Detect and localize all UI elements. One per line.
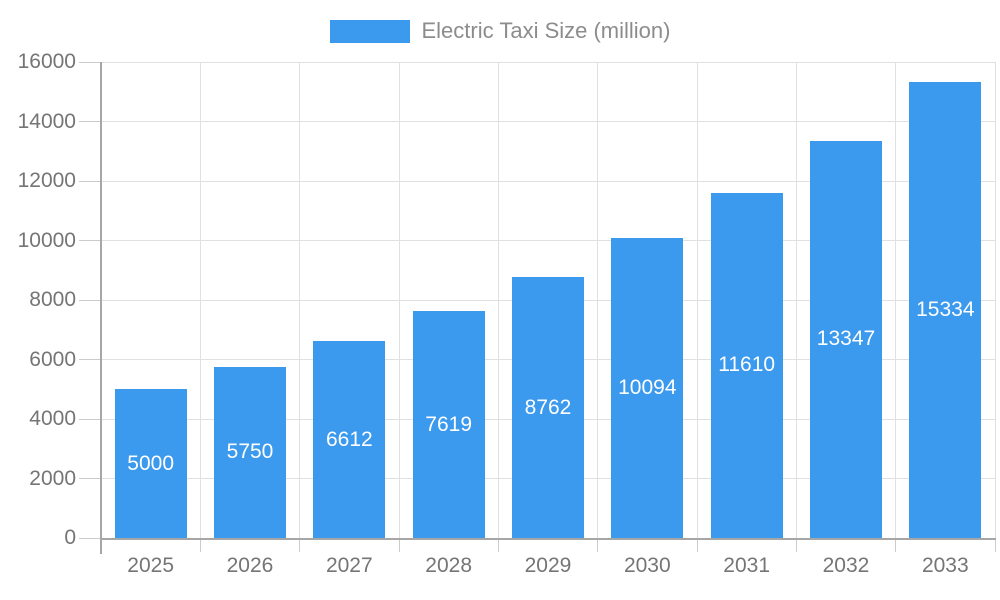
x-tick-label: 2030 — [623, 554, 671, 577]
bar[interactable]: 11610 — [710, 192, 783, 538]
bar-value-label: 11610 — [718, 353, 776, 377]
y-tick-label: 8000 — [29, 288, 76, 311]
gridline-horizontal — [101, 180, 995, 182]
bar[interactable]: 5000 — [114, 389, 187, 538]
x-tick-label: 2025 — [127, 554, 175, 577]
gridline-horizontal — [101, 61, 995, 63]
x-axis-tick — [299, 538, 301, 552]
bar-value-label: 8762 — [524, 395, 572, 419]
x-axis-tick — [795, 538, 797, 552]
y-tick-label: 10000 — [17, 228, 76, 252]
bar[interactable]: 6612 — [313, 341, 386, 538]
x-tick-label: 2032 — [822, 554, 870, 577]
gridline-vertical — [895, 62, 897, 538]
y-axis-tick — [79, 61, 101, 63]
bar[interactable]: 10094 — [611, 237, 684, 538]
bar-value-label: 10094 — [618, 375, 677, 399]
x-tick-label: 2027 — [325, 554, 373, 577]
y-axis-tick — [79, 537, 101, 539]
y-tick-label: 14000 — [17, 109, 76, 133]
y-axis-tick — [79, 180, 101, 182]
y-tick-label: 0 — [64, 526, 76, 549]
x-axis-tick — [398, 538, 400, 552]
bar-value-label: 6612 — [325, 427, 373, 451]
gridline-vertical — [299, 62, 301, 538]
y-axis-tick — [79, 418, 101, 420]
x-tick-label: 2028 — [425, 554, 473, 577]
bar[interactable]: 5750 — [214, 366, 286, 538]
y-axis-tick — [79, 359, 101, 360]
x-axis-tick — [199, 538, 201, 552]
y-tick-label: 16000 — [17, 50, 76, 73]
y-axis-tick — [79, 121, 101, 122]
y-axis-line — [100, 62, 102, 554]
x-tick-label: 2033 — [921, 554, 969, 577]
gridline-vertical — [199, 62, 201, 538]
x-tick-label: 2026 — [226, 554, 274, 577]
x-axis-tick — [696, 538, 698, 552]
y-axis-tick — [79, 299, 101, 301]
y-tick-label: 2000 — [29, 466, 76, 490]
bar-value-label: 5000 — [127, 451, 175, 475]
gridline-vertical — [994, 62, 996, 538]
x-axis-line — [100, 538, 996, 540]
gridline-vertical — [497, 62, 499, 538]
x-tick-label: 2029 — [524, 554, 572, 577]
x-axis-tick — [994, 538, 996, 552]
legend-swatch-icon — [329, 19, 410, 43]
y-axis-tick — [79, 478, 101, 479]
bar[interactable]: 13347 — [810, 140, 882, 538]
y-axis-tick — [79, 240, 101, 241]
x-axis-tick — [597, 538, 599, 552]
gridline-horizontal — [101, 121, 995, 122]
gridline-vertical — [696, 62, 698, 538]
y-tick-label: 4000 — [29, 407, 76, 430]
bar[interactable]: 7619 — [412, 311, 485, 538]
bar[interactable]: 15334 — [909, 81, 982, 538]
gridline-vertical — [597, 62, 599, 538]
x-tick-label: 2031 — [723, 554, 771, 577]
bar-value-label: 15334 — [916, 297, 975, 321]
y-tick-label: 6000 — [29, 347, 76, 371]
bar-value-label: 13347 — [816, 327, 876, 351]
bar-value-label: 7619 — [425, 412, 473, 436]
bar[interactable]: 8762 — [512, 277, 584, 538]
gridline-vertical — [398, 62, 400, 538]
gridline-horizontal — [101, 240, 995, 241]
legend-label: Electric Taxi Size (million) — [421, 18, 671, 43]
bar-value-label: 5750 — [226, 440, 274, 464]
legend-item[interactable]: Electric Taxi Size (million) — [0, 16, 1000, 46]
y-tick-label: 12000 — [17, 169, 76, 192]
gridline-vertical — [795, 62, 797, 538]
x-axis-tick — [895, 538, 897, 552]
x-axis-tick — [497, 538, 499, 552]
